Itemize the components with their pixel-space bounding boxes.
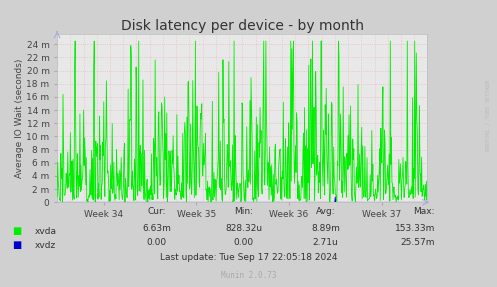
Text: Avg:: Avg: xyxy=(316,207,335,216)
Text: Munin 2.0.73: Munin 2.0.73 xyxy=(221,272,276,280)
Text: Cur:: Cur: xyxy=(147,207,166,216)
Text: 153.33m: 153.33m xyxy=(395,224,435,233)
Text: Last update: Tue Sep 17 22:05:18 2024: Last update: Tue Sep 17 22:05:18 2024 xyxy=(160,253,337,262)
Text: ■: ■ xyxy=(12,241,22,250)
Y-axis label: Average IO Wait (seconds): Average IO Wait (seconds) xyxy=(14,59,24,178)
Title: Disk latency per device - by month: Disk latency per device - by month xyxy=(121,19,364,33)
Text: 828.32u: 828.32u xyxy=(225,224,262,233)
Text: Max:: Max: xyxy=(414,207,435,216)
Text: xvda: xvda xyxy=(35,226,57,236)
Text: 8.89m: 8.89m xyxy=(311,224,340,233)
Text: 25.57m: 25.57m xyxy=(401,238,435,247)
Text: 0.00: 0.00 xyxy=(234,238,253,247)
Text: 6.63m: 6.63m xyxy=(142,224,171,233)
Text: RRDTOOL / TOBI OETIKER: RRDTOOL / TOBI OETIKER xyxy=(486,79,491,151)
Text: 2.71u: 2.71u xyxy=(313,238,338,247)
Text: Min:: Min: xyxy=(234,207,253,216)
Text: ■: ■ xyxy=(12,226,22,236)
Text: 0.00: 0.00 xyxy=(147,238,166,247)
Text: xvdz: xvdz xyxy=(35,241,56,250)
